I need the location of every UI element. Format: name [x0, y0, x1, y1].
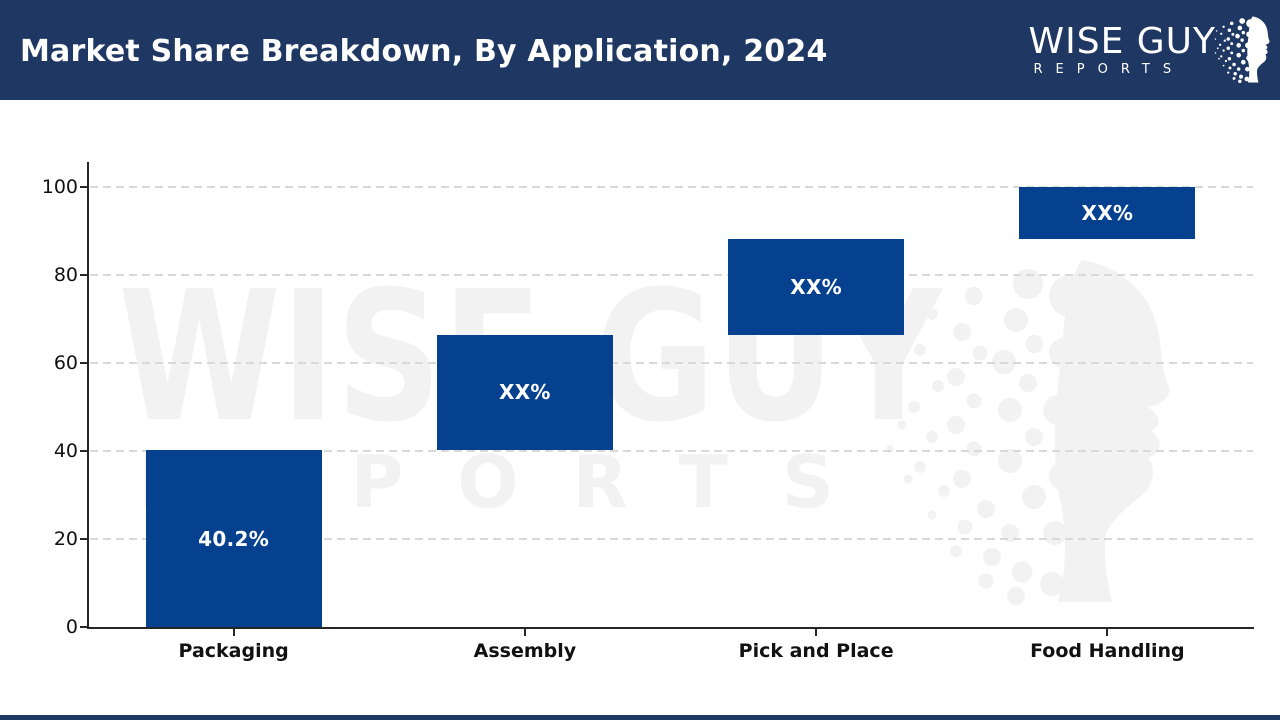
logo-wordmark: WISE GUY — [1028, 21, 1216, 63]
gridline-80 — [90, 274, 1253, 276]
x-tick-0 — [232, 629, 235, 636]
x-tick-2 — [815, 629, 818, 636]
gridline-20 — [90, 538, 1253, 540]
x-tick-3 — [1106, 629, 1109, 636]
y-tick-60 — [80, 362, 87, 364]
bar-value-label: XX% — [1081, 200, 1134, 225]
x-tick-1 — [523, 629, 526, 636]
bar-pick-and-place: XX% — [728, 238, 905, 335]
gridline-100 — [90, 186, 1253, 188]
wiseguy-logo: WISE GUY REPORTS — [1029, 6, 1271, 94]
bar-packaging: 40.2% — [145, 450, 322, 627]
page-title: Market Share Breakdown, By Application, … — [20, 34, 828, 69]
footer-strip — [0, 715, 1280, 720]
x-tick-label-1: Assembly — [473, 640, 577, 662]
y-tick-20 — [80, 538, 87, 540]
x-tick-label-0: Packaging — [178, 640, 289, 662]
bar-value-label: 40.2% — [198, 526, 270, 551]
logo-subtext: REPORTS — [1033, 61, 1185, 77]
header-bar: Market Share Breakdown, By Application, … — [0, 0, 1280, 100]
y-tick-label-20: 20 — [53, 528, 78, 550]
gridline-40 — [90, 450, 1253, 452]
y-tick-label-80: 80 — [53, 264, 78, 286]
bar-value-label: XX% — [498, 380, 551, 405]
y-tick-label-60: 60 — [53, 352, 78, 374]
x-axis-line — [87, 627, 1254, 629]
watermark-face-icon — [872, 224, 1172, 644]
x-tick-label-3: Food Handling — [1030, 640, 1185, 662]
bar-food-handling: XX% — [1019, 187, 1196, 239]
y-tick-label-40: 40 — [53, 440, 78, 462]
y-tick-80 — [80, 274, 87, 276]
y-tick-100 — [80, 186, 87, 188]
y-axis-line — [87, 162, 89, 629]
y-tick-label-0: 0 — [65, 616, 78, 638]
logo-face-icon — [1212, 11, 1270, 89]
bar-value-label: XX% — [790, 274, 843, 299]
y-tick-40 — [80, 450, 87, 452]
bar-assembly: XX% — [436, 334, 613, 451]
y-tick-label-100: 100 — [41, 176, 78, 198]
gridline-60 — [90, 362, 1253, 364]
y-tick-0 — [80, 626, 87, 628]
x-tick-label-2: Pick and Place — [738, 640, 894, 662]
logo-wordmark-block: WISE GUY REPORTS — [1029, 23, 1217, 77]
